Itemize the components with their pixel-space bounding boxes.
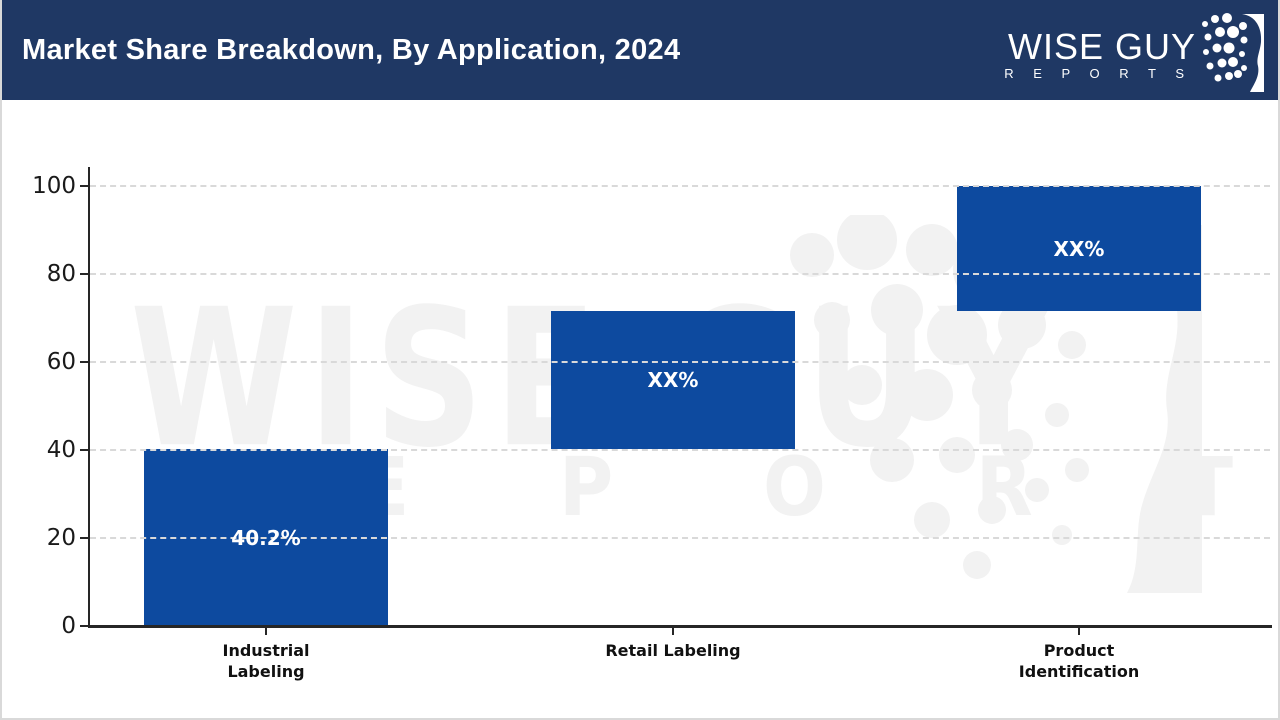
y-axis-tick xyxy=(80,449,88,451)
wise-guy-reports-logo: WISE GUY R E P O R T S xyxy=(1004,8,1264,94)
logo-face-dots-icon xyxy=(1202,13,1264,92)
gridline-20 xyxy=(90,537,1270,539)
page-title: Market Share Breakdown, By Application, … xyxy=(22,34,681,66)
bar-value-label: XX% xyxy=(647,368,699,393)
bar-value-label: XX% xyxy=(1053,236,1105,261)
x-axis-tick xyxy=(1078,628,1080,635)
bar-2 xyxy=(551,311,795,450)
y-tick-label: 100 xyxy=(32,173,76,199)
gridline-60 xyxy=(90,361,1270,363)
y-tick-label: 20 xyxy=(46,525,76,551)
bar-3 xyxy=(957,186,1201,312)
y-tick-label: 0 xyxy=(61,613,76,639)
y-tick-label: 40 xyxy=(46,437,76,463)
y-tick-label: 80 xyxy=(46,261,76,287)
y-axis-tick xyxy=(80,625,88,627)
header-band: Market Share Breakdown, By Application, … xyxy=(2,0,1278,100)
gridline-100 xyxy=(90,185,1270,187)
x-axis-tick xyxy=(672,628,674,635)
logo-wiseguy-text: WISE GUY xyxy=(1007,26,1196,67)
gridline-80 xyxy=(90,273,1270,275)
y-axis-tick xyxy=(80,537,88,539)
logo-reports-text: R E P O R T S xyxy=(1004,66,1192,81)
x-axis-tick xyxy=(265,628,267,635)
x-category-label: Industrial Labeling xyxy=(222,641,310,681)
y-axis-line xyxy=(88,167,90,627)
y-tick-label: 60 xyxy=(46,349,76,375)
y-axis-tick xyxy=(80,273,88,275)
x-category-label: Retail Labeling xyxy=(605,641,741,660)
x-axis-line xyxy=(88,625,1272,628)
x-category-label: Product Identification xyxy=(1018,641,1140,681)
y-axis-tick xyxy=(80,185,88,187)
y-axis-tick xyxy=(80,361,88,363)
bar-value-label: 40.2% xyxy=(231,525,301,550)
gridline-40 xyxy=(90,449,1270,451)
